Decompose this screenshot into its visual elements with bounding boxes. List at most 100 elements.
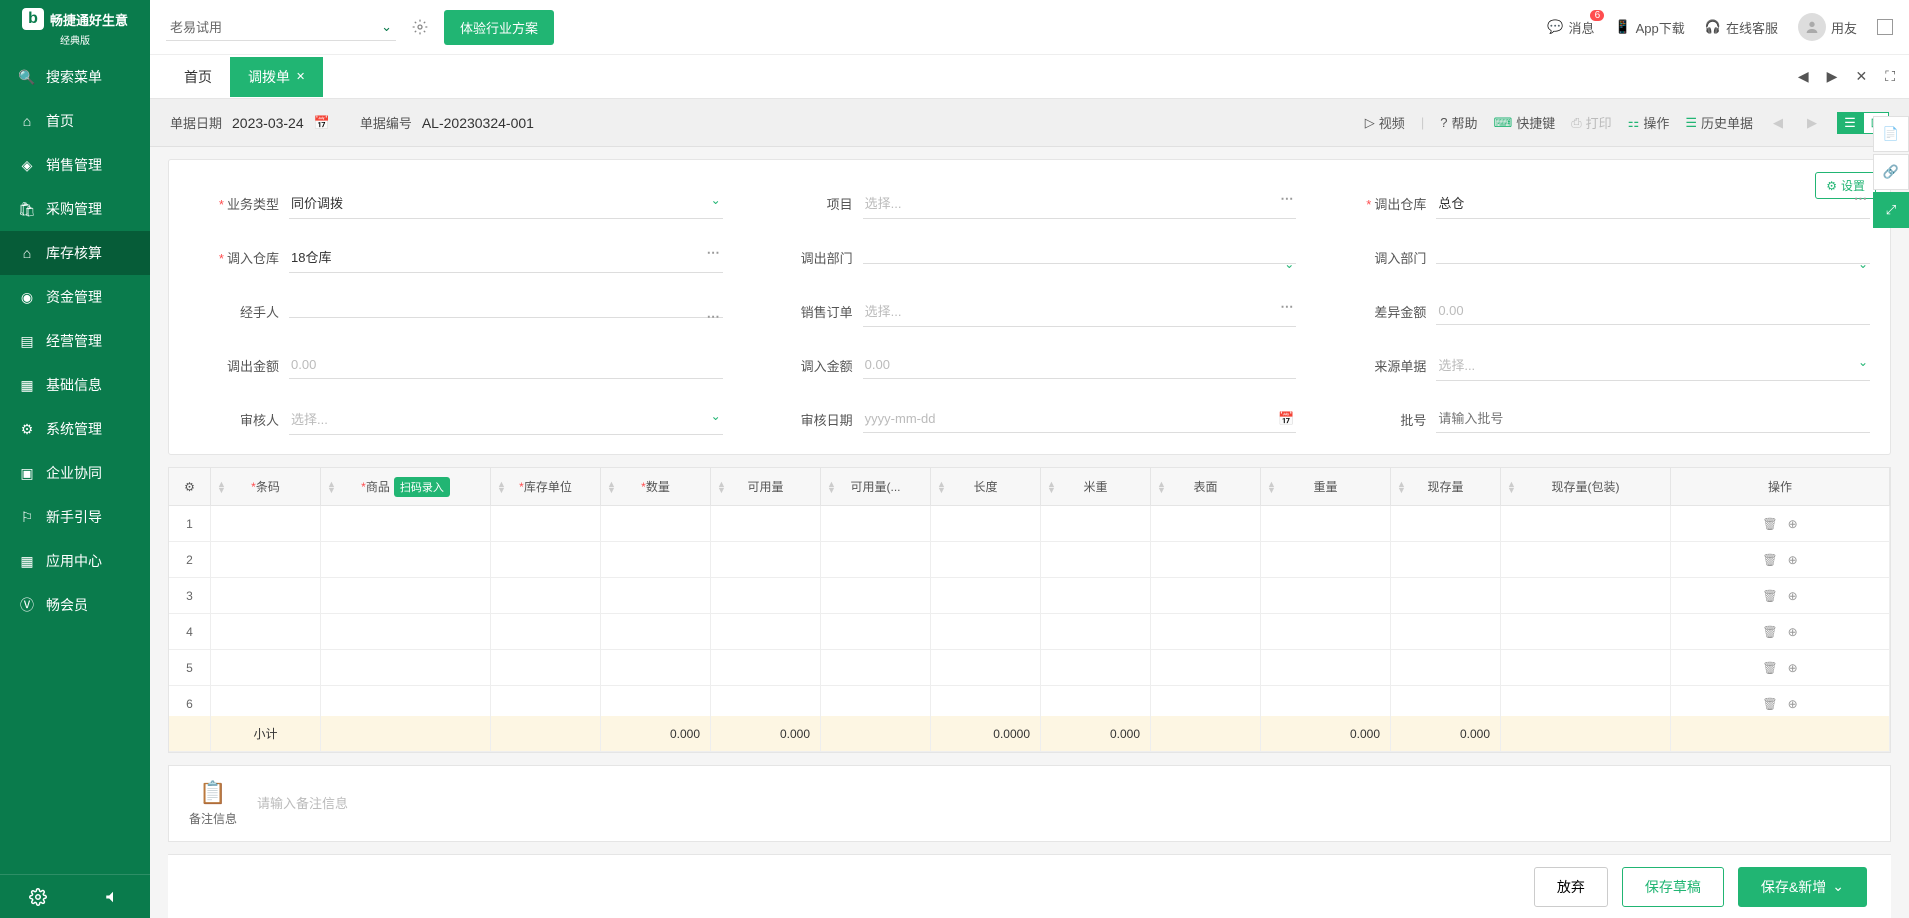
table-row[interactable]: 4 🗑⊕ (169, 614, 1890, 650)
rail-doc-icon[interactable]: 📄 (1873, 116, 1909, 152)
th-qty[interactable]: ▲▼*数量 (601, 468, 711, 505)
video-link[interactable]: ▷视频 (1365, 113, 1405, 132)
sidebar-item-bag[interactable]: 🛍采购管理 (0, 187, 150, 231)
more-icon[interactable]: ⋯ (1854, 191, 1868, 207)
save-new-button[interactable]: 保存&新增⌄ (1738, 867, 1867, 907)
operate-link[interactable]: ⚏操作 (1628, 113, 1670, 132)
scan-button[interactable]: 扫码录入 (394, 477, 450, 497)
project-select[interactable]: 选择...⋯ (863, 187, 1297, 219)
footer: 放弃 保存草稿 保存&新增⌄ (168, 854, 1891, 918)
add-row-icon[interactable]: ⊕ (1788, 697, 1798, 711)
th-avail[interactable]: ▲▼可用量 (711, 468, 821, 505)
th-product[interactable]: ▲▼*商品扫码录入 (321, 468, 491, 505)
delete-row-icon[interactable]: 🗑 (1762, 517, 1777, 531)
audit-date-field[interactable]: yyyy-mm-dd📅 (863, 405, 1297, 433)
tab-close-all-icon[interactable]: ✕ (1849, 64, 1873, 89)
support-link[interactable]: 🎧 在线客服 (1705, 18, 1778, 37)
print-link[interactable]: ⎙打印 (1571, 113, 1611, 132)
biz-type-select[interactable]: 同价调拨⌄ (289, 187, 723, 219)
rail-expand-icon[interactable]: ⤢ (1873, 192, 1909, 228)
sidebar-item-money[interactable]: ◉资金管理 (0, 275, 150, 319)
add-row-icon[interactable]: ⊕ (1788, 661, 1798, 675)
fullscreen-icon[interactable]: ⛶ (1879, 64, 1901, 89)
auditor-select[interactable]: 选择...⌄ (289, 403, 723, 435)
app-download-link[interactable]: 📱 App下载 (1614, 18, 1684, 37)
try-industry-button[interactable]: 体验行业方案 (444, 10, 554, 45)
org-select[interactable]: ⌄ (166, 13, 396, 41)
more-icon[interactable]: ⋯ (1280, 299, 1294, 315)
in-warehouse-select[interactable]: 18仓库⋯ (289, 241, 723, 273)
help-link[interactable]: ?帮助 (1440, 113, 1477, 132)
out-warehouse-select[interactable]: 总仓⋯ (1436, 187, 1870, 219)
calendar-icon[interactable]: 📅 (314, 115, 330, 131)
sidebar-item-home[interactable]: ⌂首页 (0, 99, 150, 143)
add-row-icon[interactable]: ⊕ (1788, 625, 1798, 639)
sidebar-item-search[interactable]: 🔍搜索菜单 (0, 55, 150, 99)
th-stock[interactable]: ▲▼现存量 (1391, 468, 1501, 505)
tab-home[interactable]: 首页 (166, 57, 230, 97)
delete-row-icon[interactable]: 🗑 (1762, 697, 1777, 711)
th-stockp[interactable]: ▲▼现存量(包装) (1501, 468, 1671, 505)
th-barcode[interactable]: ▲▼*条码 (211, 468, 321, 505)
sound-icon[interactable] (104, 888, 122, 906)
more-icon[interactable]: ⋯ (1280, 191, 1294, 207)
table-row[interactable]: 6 🗑⊕ (169, 686, 1890, 716)
delete-row-icon[interactable]: 🗑 (1762, 553, 1777, 567)
sidebar-item-flag[interactable]: ⚐新手引导 (0, 495, 150, 539)
sidebar-item-doc[interactable]: ▤经营管理 (0, 319, 150, 363)
next-doc-icon[interactable]: ▶ (1803, 115, 1821, 131)
delete-row-icon[interactable]: 🗑 (1762, 625, 1777, 639)
th-len[interactable]: ▲▼长度 (931, 468, 1041, 505)
more-icon[interactable]: ⋯ (707, 309, 721, 325)
more-icon[interactable]: ⋯ (707, 245, 721, 261)
sidebar-item-app[interactable]: ▦应用中心 (0, 539, 150, 583)
sidebar-item-box[interactable]: ⌂库存核算 (0, 231, 150, 275)
add-row-icon[interactable]: ⊕ (1788, 517, 1798, 531)
discard-button[interactable]: 放弃 (1534, 867, 1608, 907)
table-row[interactable]: 1 🗑⊕ (169, 506, 1890, 542)
add-row-icon[interactable]: ⊕ (1788, 589, 1798, 603)
add-row-icon[interactable]: ⊕ (1788, 553, 1798, 567)
messages-link[interactable]: 💬 消息 6 (1547, 18, 1594, 37)
sidebar-item-tag[interactable]: ◈销售管理 (0, 143, 150, 187)
source-doc-select[interactable]: 选择...⌄ (1436, 349, 1870, 381)
handler-select[interactable]: ⋯ (289, 305, 723, 318)
sidebar-item-vip[interactable]: Ⓥ畅会员 (0, 583, 150, 627)
history-link[interactable]: ☰历史单据 (1685, 113, 1753, 132)
expand-icon[interactable] (1877, 19, 1893, 35)
sales-order-select[interactable]: 选择...⋯ (863, 295, 1297, 327)
remark-input[interactable] (257, 796, 1870, 811)
sidebar-item-link[interactable]: ▣企业协同 (0, 451, 150, 495)
sidebar: b 畅捷通好生意 经典版 🔍搜索菜单⌂首页◈销售管理🛍采购管理⌂库存核算◉资金管… (0, 0, 150, 918)
tab-next-icon[interactable]: ▶ (1821, 64, 1844, 89)
shortcut-link[interactable]: ⌨快捷键 (1493, 113, 1555, 132)
gear-icon[interactable] (408, 15, 432, 39)
view-list-button[interactable]: ☰ (1837, 112, 1863, 134)
settings-icon[interactable] (29, 888, 47, 906)
prev-doc-icon[interactable]: ◀ (1769, 115, 1787, 131)
sidebar-item-gear[interactable]: ⚙系统管理 (0, 407, 150, 451)
sidebar-item-list[interactable]: ▦基础信息 (0, 363, 150, 407)
batch-field[interactable] (1436, 405, 1870, 433)
th-weight[interactable]: ▲▼重量 (1261, 468, 1391, 505)
tab-transfer[interactable]: 调拨单 ✕ (230, 57, 323, 97)
delete-row-icon[interactable]: 🗑 (1762, 661, 1777, 675)
org-input[interactable] (166, 13, 396, 41)
table-row[interactable]: 2 🗑⊕ (169, 542, 1890, 578)
rail-attach-icon[interactable]: 🔗 (1873, 154, 1909, 190)
table-row[interactable]: 3 🗑⊕ (169, 578, 1890, 614)
save-draft-button[interactable]: 保存草稿 (1622, 867, 1724, 907)
th-surface[interactable]: ▲▼表面 (1151, 468, 1261, 505)
tab-prev-icon[interactable]: ◀ (1792, 64, 1815, 89)
user-menu[interactable]: 用友 (1798, 13, 1857, 41)
th-unit[interactable]: ▲▼*库存单位 (491, 468, 601, 505)
table-row[interactable]: 5 🗑⊕ (169, 650, 1890, 686)
th-mw[interactable]: ▲▼米重 (1041, 468, 1151, 505)
search-icon: 🔍 (18, 68, 36, 86)
out-dept-select[interactable]: ⌄ (863, 251, 1297, 264)
delete-row-icon[interactable]: 🗑 (1762, 589, 1777, 603)
in-dept-select[interactable]: ⌄ (1436, 251, 1870, 264)
th-settings[interactable]: ⚙ (169, 468, 211, 505)
th-availp[interactable]: ▲▼可用量(... (821, 468, 931, 505)
close-icon[interactable]: ✕ (296, 70, 305, 83)
